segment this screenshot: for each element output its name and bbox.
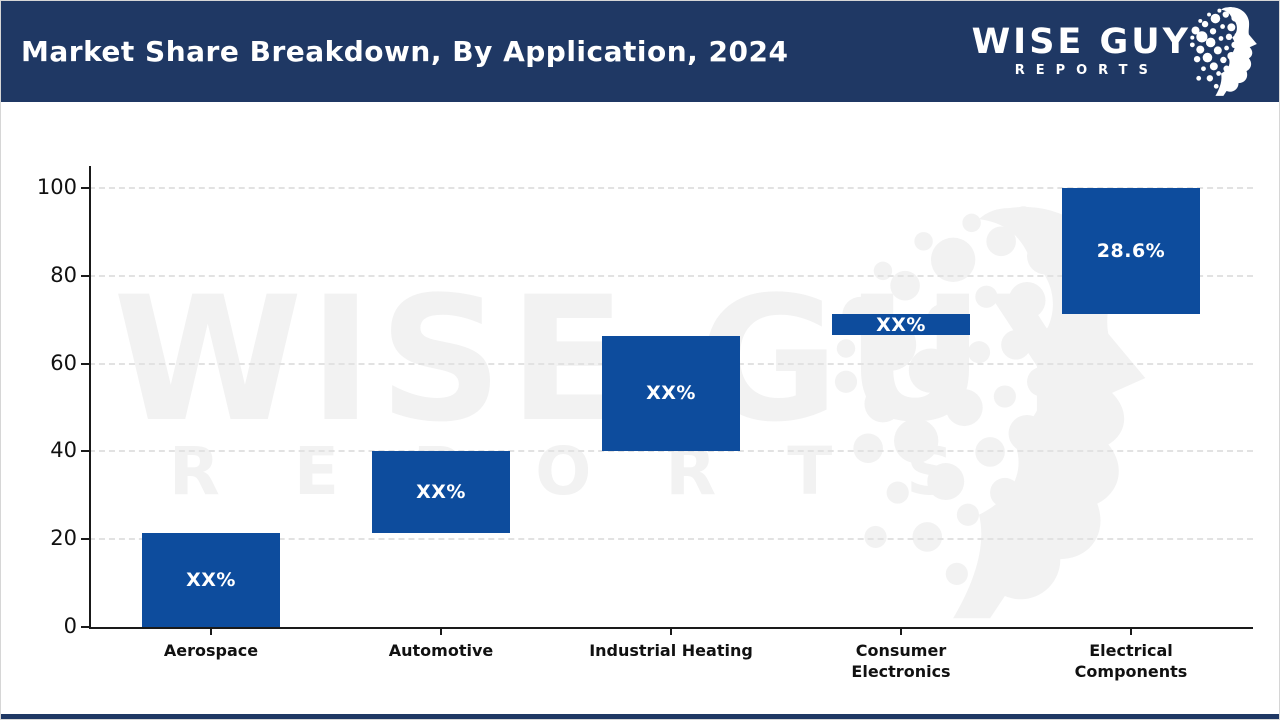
x-axis-category-label-consumer-electronics: Consumer Electronics xyxy=(851,641,951,681)
y-axis-tick-mark xyxy=(81,450,89,453)
x-axis-tick-mark xyxy=(900,629,902,635)
bar-electrical-components: 28.6% xyxy=(1062,188,1200,314)
y-axis-tick-mark xyxy=(81,626,89,628)
gridline xyxy=(89,274,1253,277)
y-axis-tick-label: 80 xyxy=(50,262,77,287)
bar-value-label-automotive: XX% xyxy=(416,481,466,504)
logo-wordmark-line1: WISE GUY xyxy=(971,22,1191,62)
y-axis-tick-mark xyxy=(81,187,89,189)
bar-value-label-industrial-heating: XX% xyxy=(646,382,696,405)
header-bar: Market Share Breakdown, By Application, … xyxy=(1,1,1279,102)
bar-value-label-consumer-electronics: XX% xyxy=(876,313,926,336)
x-axis-line xyxy=(89,627,1253,629)
x-axis-tick-mark xyxy=(210,629,212,635)
bar-industrial-heating: XX% xyxy=(602,335,740,452)
y-axis-tick-label: 40 xyxy=(50,438,77,463)
y-axis-tick-label: 0 xyxy=(63,614,77,638)
y-axis-tick-mark xyxy=(81,274,89,277)
logo-wordmark: WISE GUY REPORTS xyxy=(971,22,1191,79)
bar-aerospace: XX% xyxy=(142,533,280,627)
y-axis-tick-mark xyxy=(81,362,89,365)
x-axis-category-label-industrial-heating: Industrial Heating xyxy=(589,641,753,660)
gridline xyxy=(89,450,1253,453)
gridline xyxy=(89,538,1253,541)
x-axis-category-label-aerospace: Aerospace xyxy=(163,641,259,660)
bar-automotive: XX% xyxy=(372,451,510,534)
watermark-text-line2: REPORTS xyxy=(169,433,1028,510)
y-axis-tick-label: 20 xyxy=(50,526,77,551)
x-axis-category-label-electrical-components: Electrical Components xyxy=(1074,641,1188,681)
y-axis-tick-label: 100 xyxy=(36,175,77,199)
gridline xyxy=(89,187,1253,189)
y-axis-tick-label: 60 xyxy=(50,350,77,375)
x-axis-tick-mark xyxy=(440,629,442,635)
y-axis-tick-mark xyxy=(81,538,89,541)
bar-value-label-aerospace: XX% xyxy=(186,569,236,592)
page-title: Market Share Breakdown, By Application, … xyxy=(21,35,789,68)
footer-accent-strip xyxy=(1,714,1279,719)
logo-wordmark-line2: REPORTS xyxy=(1014,63,1159,78)
x-axis-tick-mark xyxy=(1130,629,1132,635)
bar-consumer-electronics: XX% xyxy=(832,314,970,336)
y-axis-line xyxy=(89,166,91,629)
x-axis-tick-mark xyxy=(670,629,672,635)
wise-guy-reports-logo: WISE GUY REPORTS xyxy=(972,5,1265,99)
x-axis-category-label-automotive: Automotive xyxy=(388,641,494,660)
bar-value-label-electrical-components: 28.6% xyxy=(1096,239,1166,262)
